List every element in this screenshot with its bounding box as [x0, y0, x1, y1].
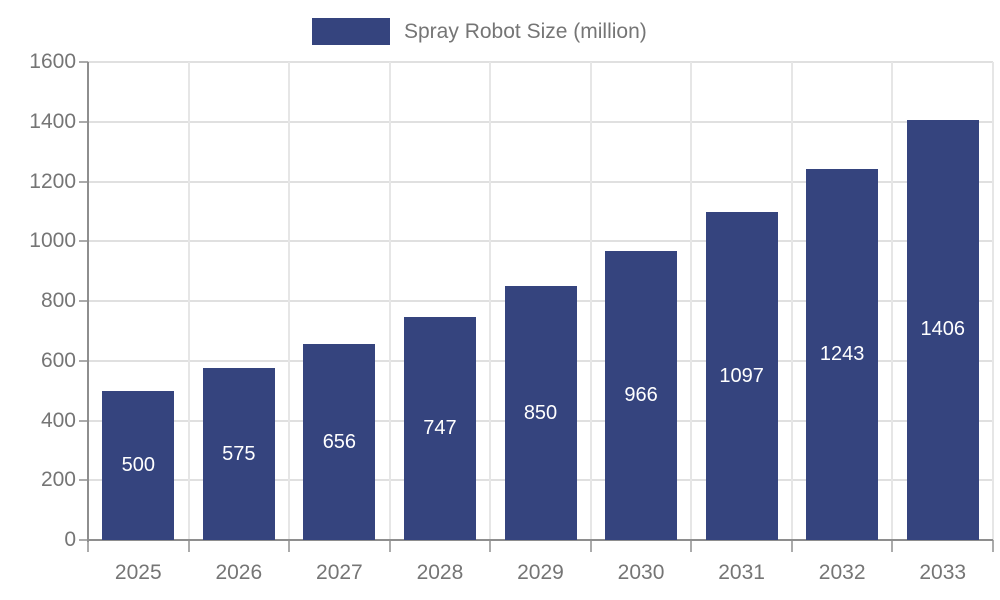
x-axis-line: [88, 539, 993, 541]
x-axis-tick: [388, 540, 391, 552]
bar-value-label: 850: [523, 401, 558, 424]
x-axis-tick: [891, 540, 894, 552]
y-axis-tick: [79, 359, 88, 362]
y-tick-label: 400: [40, 408, 76, 432]
y-tick-label: 1200: [29, 169, 76, 193]
x-tick-label: 2032: [818, 561, 866, 584]
gridline-horizontal: [88, 61, 993, 63]
y-tick-label: 200: [40, 468, 76, 492]
y-axis-tick: [79, 120, 88, 123]
bar: 747: [403, 316, 476, 540]
x-axis-tick: [187, 540, 190, 552]
bar-value-label: 747: [423, 416, 457, 439]
y-tick-label: 800: [40, 289, 76, 312]
y-axis-tick: [79, 419, 88, 422]
x-tick-label: 2030: [617, 561, 665, 584]
bar-value-label: 1243: [819, 342, 865, 365]
bar: 500: [102, 390, 175, 540]
gridline-vertical: [489, 62, 492, 540]
x-tick-label: 2025: [114, 561, 162, 584]
bar: 850: [504, 286, 577, 540]
y-axis-line: [87, 62, 89, 542]
bar: 1243: [806, 168, 879, 540]
x-axis-tick: [589, 540, 592, 552]
bar: 656: [303, 344, 376, 540]
x-tick-label: 2029: [517, 561, 564, 584]
bar-value-label: 966: [624, 384, 658, 407]
gridline-vertical: [589, 62, 592, 540]
x-axis-tick: [87, 540, 89, 552]
x-tick-label: 2028: [416, 561, 464, 584]
bar-value-label: 500: [121, 453, 155, 476]
bar: 966: [605, 251, 678, 540]
gridline-horizontal: [88, 180, 993, 183]
y-axis-tick: [79, 479, 88, 482]
x-tick-label: 2027: [316, 561, 363, 584]
y-axis-tick: [79, 539, 88, 541]
bar-value-label: 656: [322, 430, 357, 453]
y-axis-tick: [79, 180, 88, 183]
gridline-horizontal: [88, 120, 993, 123]
x-axis-tick: [790, 540, 793, 552]
gridline-vertical: [288, 62, 291, 540]
x-axis-tick: [489, 540, 492, 552]
y-axis-tick: [79, 240, 88, 243]
gridline-vertical: [690, 62, 693, 540]
y-axis-tick: [79, 61, 88, 63]
bar-value-label: 1097: [719, 364, 764, 387]
bar-value-label: 1406: [920, 318, 965, 341]
gridline-vertical: [891, 62, 894, 540]
y-tick-label: 1600: [29, 50, 76, 73]
y-tick-label: 0: [64, 528, 76, 551]
y-tick-label: 1400: [29, 109, 76, 133]
gridline-horizontal: [88, 240, 993, 243]
bar: 1097: [705, 212, 778, 540]
y-axis-tick: [79, 300, 88, 302]
legend-label: Spray Robot Size (million): [404, 19, 647, 43]
x-tick-label: 2026: [215, 561, 263, 584]
gridline-vertical: [992, 62, 994, 540]
x-axis-tick: [690, 540, 693, 552]
gridline-vertical: [388, 62, 391, 540]
y-tick-label: 600: [40, 348, 76, 372]
bar-value-label: 575: [222, 442, 256, 465]
gridline-vertical: [790, 62, 793, 540]
y-tick-label: 1000: [29, 229, 76, 253]
bar: 1406: [906, 119, 979, 540]
chart-legend: Spray Robot Size (million): [312, 18, 647, 45]
x-tick-label: 2033: [919, 561, 967, 584]
x-axis-tick: [288, 540, 291, 552]
x-tick-label: 2031: [718, 561, 765, 584]
legend-swatch: [312, 18, 390, 45]
gridline-vertical: [187, 62, 190, 540]
bar: 575: [202, 368, 275, 540]
x-axis-tick: [992, 540, 994, 552]
